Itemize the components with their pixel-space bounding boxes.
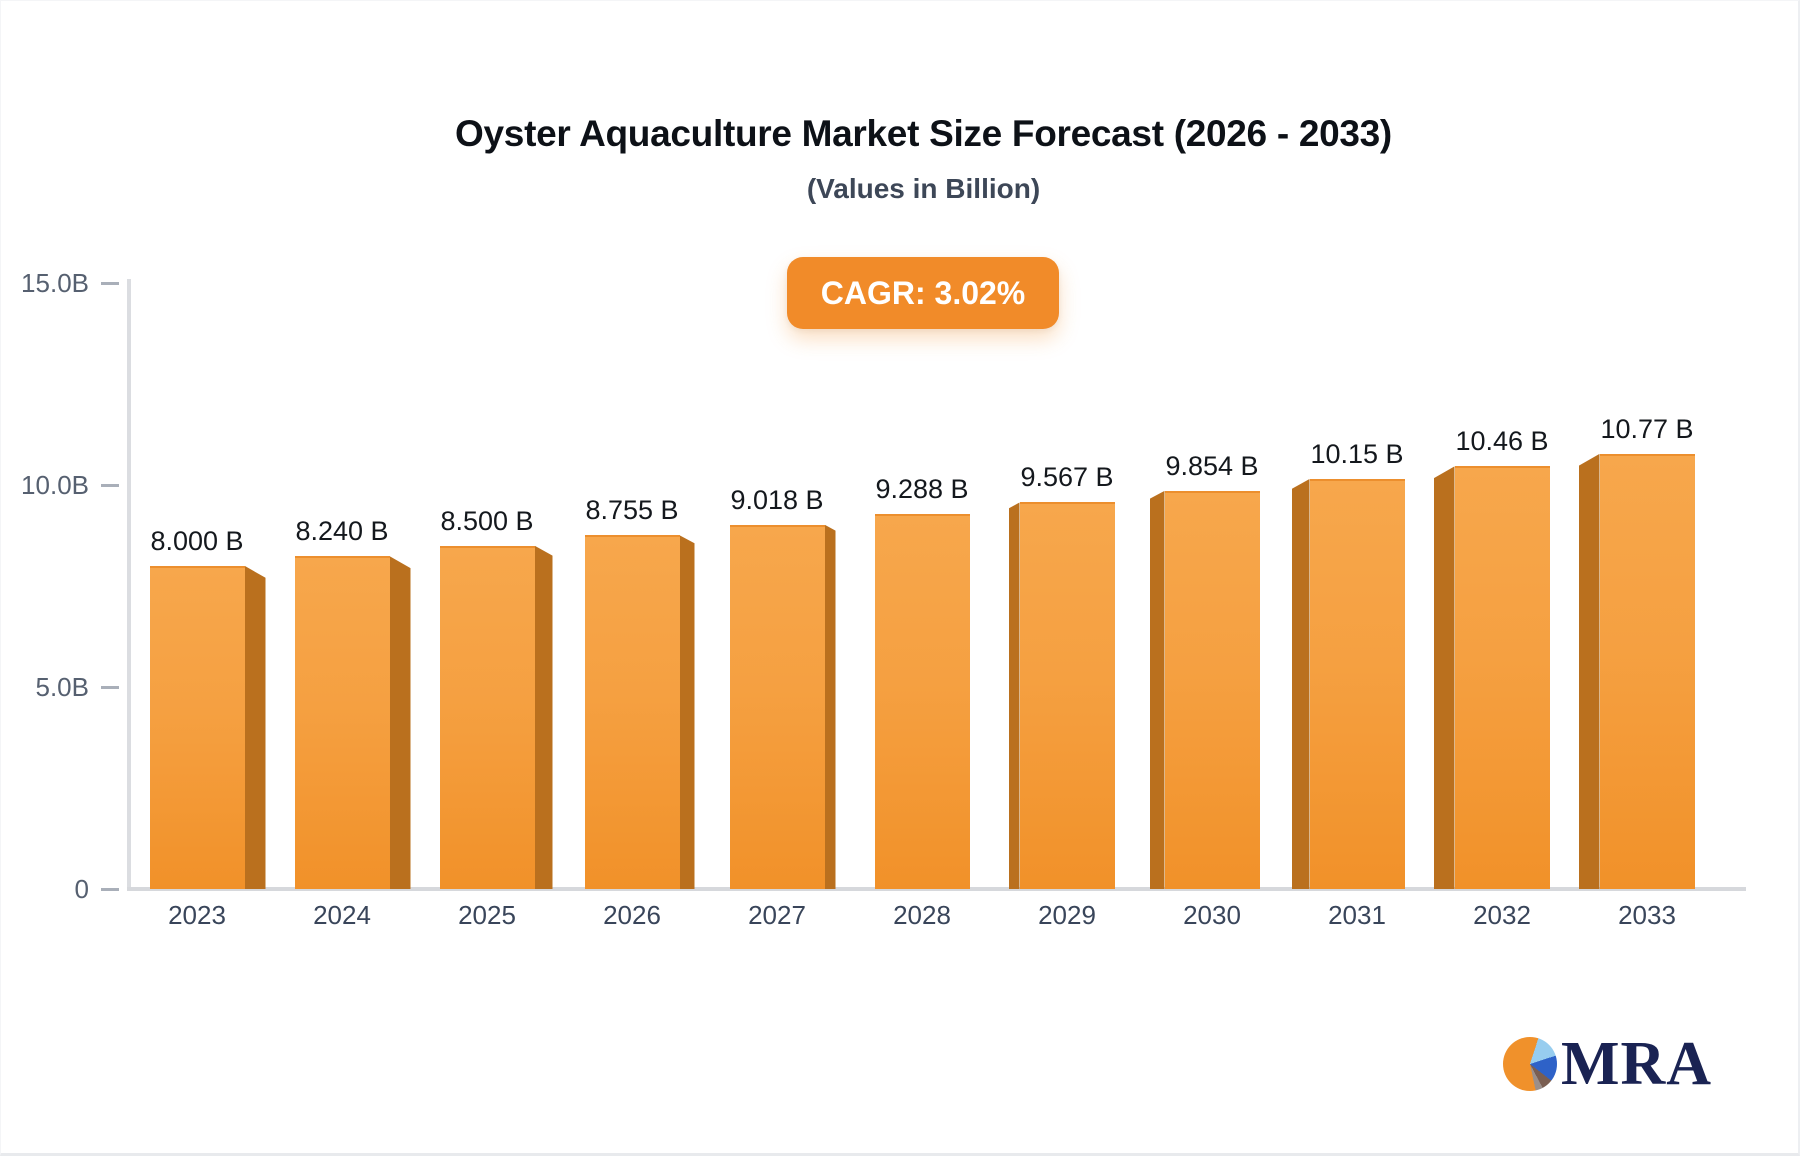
x-tick-label: 2027 <box>748 900 806 930</box>
x-tick-label: 2028 <box>893 900 951 930</box>
bar-value-label: 8.240 B <box>295 516 389 547</box>
y-axis-line <box>127 279 131 891</box>
x-tick-label: 2029 <box>1038 900 1096 930</box>
x-tick-label: 2033 <box>1618 900 1676 930</box>
bar-value-label: 9.018 B <box>730 484 824 515</box>
bar-value-label: 9.288 B <box>875 473 969 504</box>
logo-text: MRA <box>1561 1030 1713 1098</box>
bar-2027 <box>729 524 825 889</box>
x-axis-line <box>127 887 1746 891</box>
y-tick-label: 10.0B <box>21 470 89 500</box>
bar-value-label: 10.46 B <box>1455 426 1549 457</box>
bar-2026 <box>584 535 680 889</box>
bar-2030 <box>1164 490 1260 889</box>
bar-value-label: 9.567 B <box>1020 462 1114 493</box>
x-tick-label: 2031 <box>1328 900 1386 930</box>
y-tick-dash <box>101 484 119 487</box>
bar-side-2029 <box>1008 502 1020 889</box>
y-tick-label: 5.0B <box>35 672 90 702</box>
x-tick-label: 2030 <box>1183 900 1241 930</box>
bar-side-2027 <box>824 524 836 889</box>
bar-side-2024 <box>389 556 411 889</box>
chart-subtitle: (Values in Billion) <box>806 173 1041 204</box>
bar-2023 <box>149 565 245 889</box>
bar-value-label: 8.500 B <box>440 505 534 536</box>
cagr-badge: CAGR: 3.02% <box>787 257 1059 329</box>
bar-2031 <box>1309 478 1405 889</box>
x-tick-label: 2025 <box>458 900 516 930</box>
y-tick-dash <box>101 282 119 285</box>
bar-2024 <box>294 556 390 889</box>
bar-2033 <box>1599 453 1695 889</box>
bar-side-2031 <box>1291 478 1310 889</box>
bar-2025 <box>439 545 535 889</box>
bar-side-2033 <box>1578 453 1600 889</box>
bar-side-2032 <box>1433 466 1455 889</box>
bar-side-2023 <box>244 565 266 889</box>
x-tick-label: 2023 <box>168 900 226 930</box>
bar-side-2025 <box>534 545 553 889</box>
bar-value-label: 10.77 B <box>1600 413 1694 444</box>
y-tick-dash <box>101 686 119 689</box>
bar-value-label: 10.15 B <box>1310 438 1404 469</box>
bar-value-label: 9.854 B <box>1165 450 1259 481</box>
bar-value-label: 8.000 B <box>150 525 244 556</box>
mra-logo: MRA <box>1503 1030 1713 1098</box>
bar-2029 <box>1019 502 1115 889</box>
y-tick-label: 15.0B <box>21 268 89 298</box>
bar-side-2026 <box>679 535 695 889</box>
bar-value-label: 8.755 B <box>585 495 679 526</box>
bar-2032 <box>1454 466 1550 889</box>
y-tick-label: 0 <box>74 874 89 904</box>
bar-side-2030 <box>1149 490 1165 889</box>
x-tick-label: 2032 <box>1473 900 1531 930</box>
pie-chart-logo-icon <box>1503 1037 1557 1091</box>
bar-2028 <box>874 513 970 889</box>
x-tick-label: 2024 <box>313 900 371 930</box>
y-tick-dash <box>101 888 119 891</box>
x-tick-label: 2026 <box>603 900 661 930</box>
chart-title: Oyster Aquaculture Market Size Forecast … <box>455 113 1392 154</box>
